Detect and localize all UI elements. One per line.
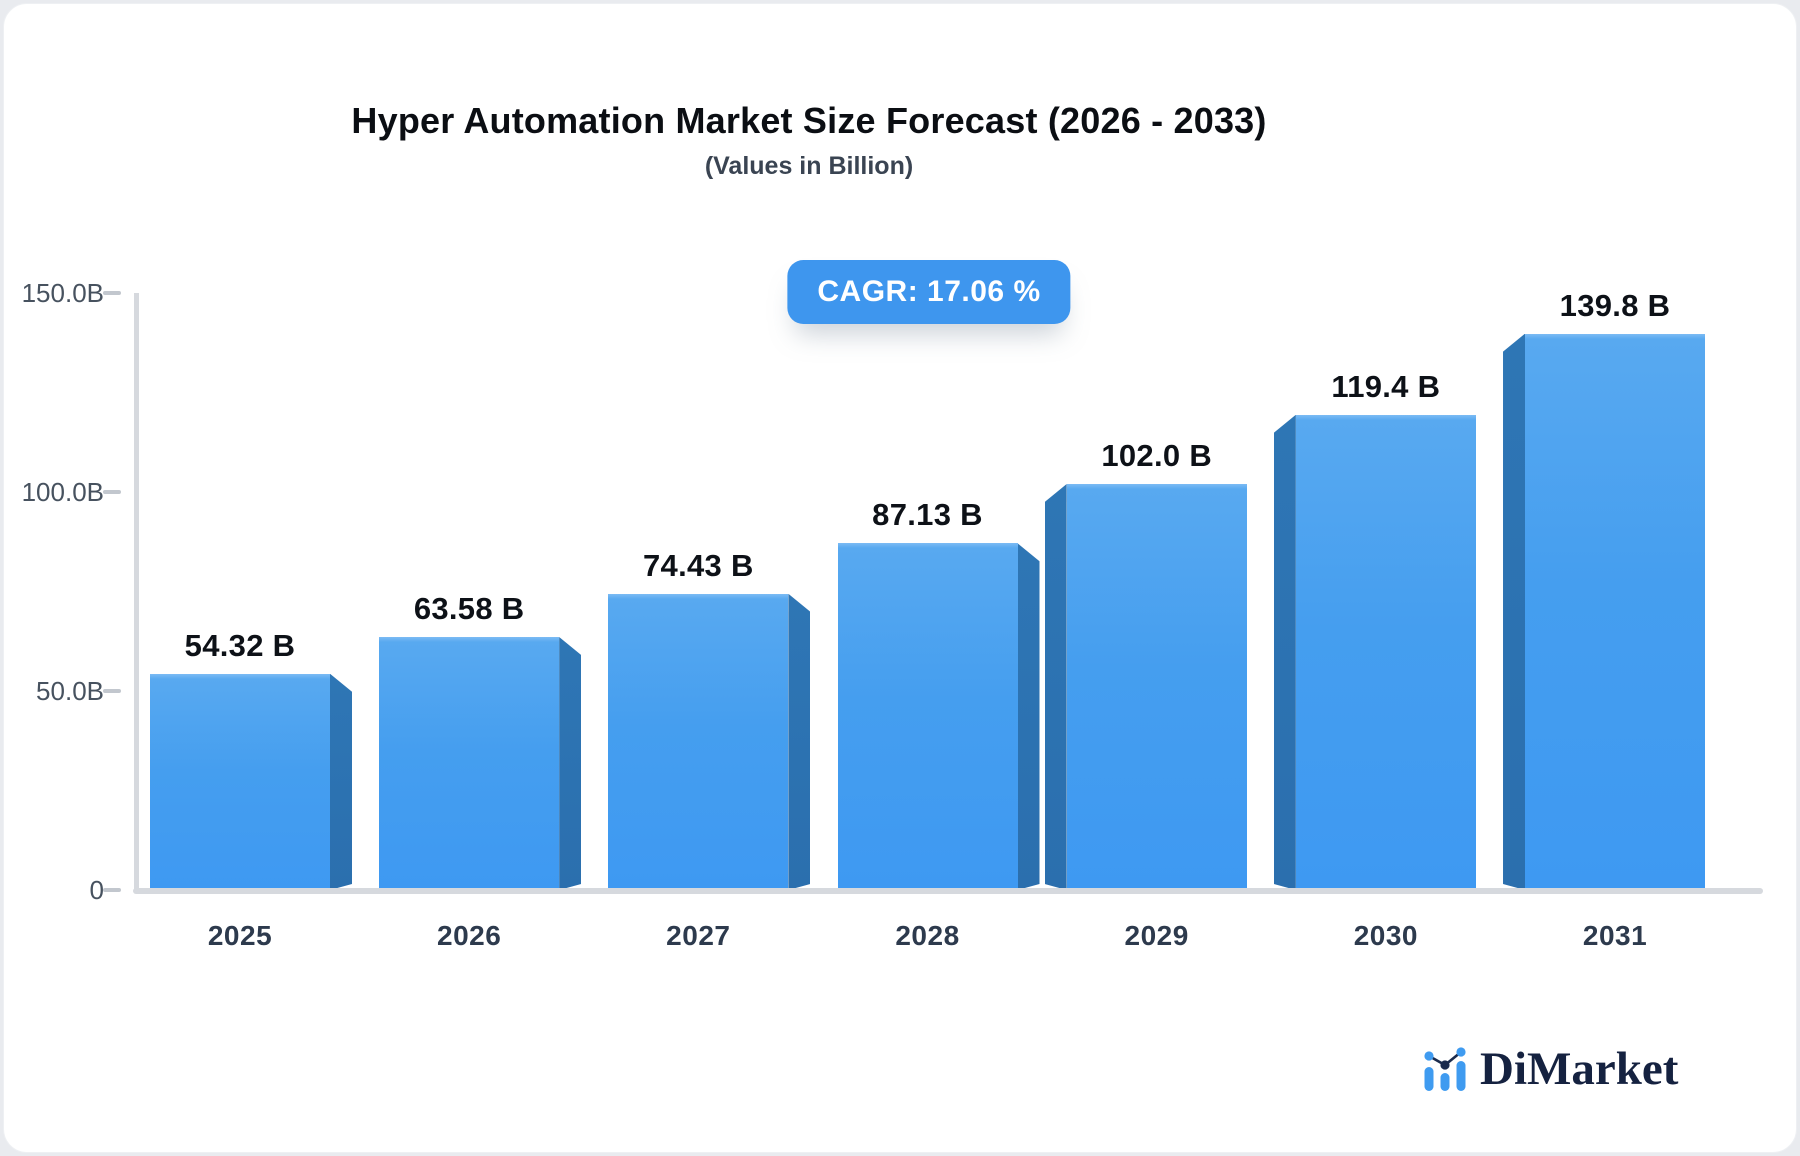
bar-bevel-2029 [1045, 484, 1067, 890]
bar-bevel-2028 [1018, 543, 1040, 890]
bar-value-label-2030: 119.4 B [1331, 368, 1441, 404]
x-tick-label-2025: 2025 [207, 920, 273, 951]
bar-2029 [1066, 484, 1247, 890]
bar-2027 [608, 593, 789, 890]
bar-value-label-2031: 139.8 B [1559, 287, 1671, 323]
plot-area: 150.0B 100.0B 50.0B 0 54.32 B 2025 63.58 B 2026… [4, 4, 1796, 1152]
y-tick-label-50.0B: 50.0B [36, 676, 104, 706]
y-tick-dash-150.0B [103, 291, 121, 295]
x-tick-label-2027: 2027 [666, 920, 731, 951]
y-axis-line [134, 293, 139, 892]
y-tick-dash-50.0B [103, 689, 121, 693]
chart-subtitle: (Values in Billion) [704, 152, 914, 180]
y-tick-dash-0 [103, 888, 121, 892]
x-tick-label-2031: 2031 [1582, 920, 1648, 951]
bar-value-label-2026: 63.58 B [413, 590, 525, 626]
bar-2031 [1525, 333, 1706, 890]
bar-bevel-2031 [1503, 334, 1525, 890]
bar-bevel-2026 [559, 637, 581, 890]
bar-2026 [379, 636, 560, 890]
brand-name: DiMarket [1480, 1043, 1679, 1095]
chart-card: Hyper Automation Market Size Forecast (2… [3, 3, 1797, 1153]
bar-value-label-2029: 102.0 B [1101, 438, 1213, 474]
bar-bevel-2027 [788, 594, 810, 890]
x-tick-label-2028: 2028 [895, 920, 960, 951]
bar-bevel-2025 [330, 674, 352, 890]
brand-logo: DiMarket [1422, 1044, 1678, 1094]
x-tick-label-2029: 2029 [1124, 920, 1189, 951]
y-tick-label-0: 0 [89, 875, 104, 905]
dimarket-logo-icon [1424, 1047, 1466, 1091]
x-axis-line [133, 888, 1763, 894]
bar-bevel-2030 [1274, 415, 1296, 890]
bar-2030 [1295, 414, 1476, 890]
bar-value-label-2028: 87.13 B [872, 497, 983, 533]
bar-value-label-2025: 54.32 B [184, 627, 296, 663]
chart-title: Hyper Automation Market Size Forecast (2… [351, 100, 1267, 141]
y-tick-dash-100.0B [103, 490, 121, 494]
bar-value-label-2027: 74.43 B [642, 547, 754, 583]
y-tick-label-150.0B: 150.0B [21, 278, 104, 308]
bar-2028 [837, 543, 1018, 890]
cagr-badge: CAGR: 17.06 % [787, 260, 1071, 324]
x-tick-label-2026: 2026 [437, 920, 502, 951]
bar-2025 [150, 673, 330, 890]
y-tick-label-100.0B: 100.0B [21, 477, 104, 507]
x-tick-label-2030: 2030 [1353, 920, 1418, 951]
